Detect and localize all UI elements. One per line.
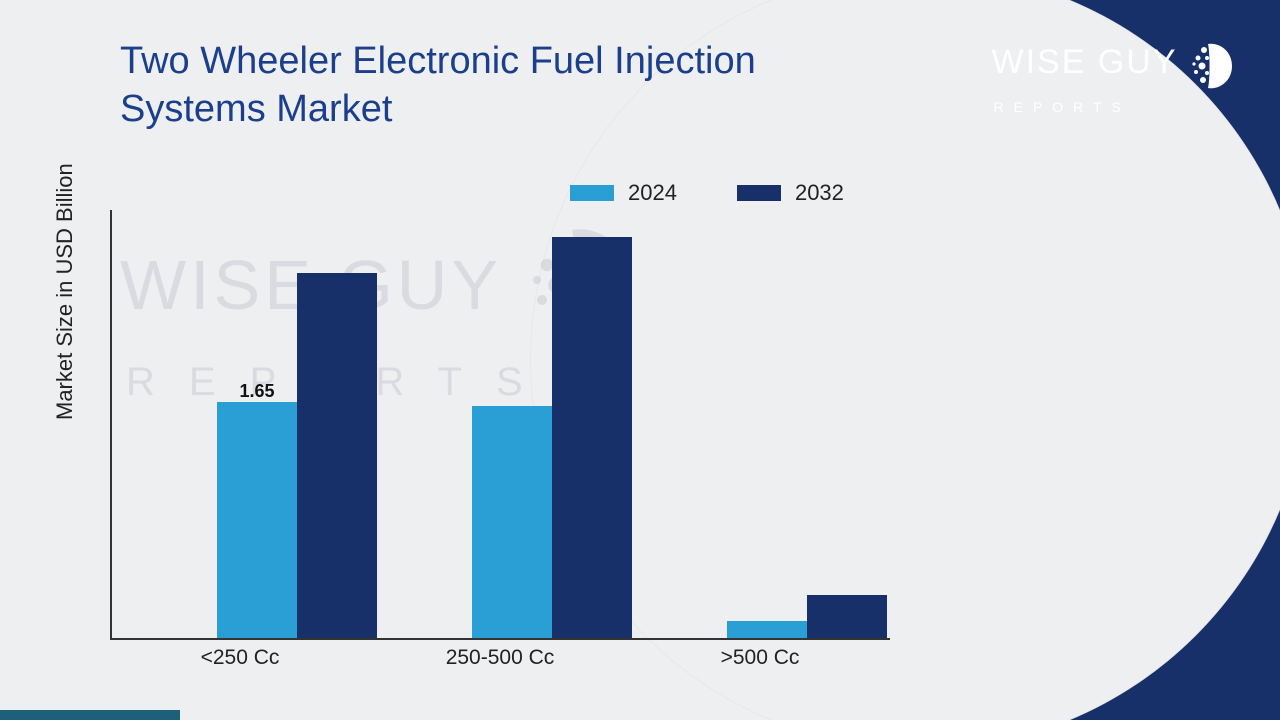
bar-2032-2: [807, 595, 887, 638]
x-label-2: >500 Cc: [630, 646, 890, 676]
logo-word-wise: WISE: [992, 43, 1087, 81]
logo-head-icon: [1188, 40, 1240, 97]
bar-value-label: 1.65: [217, 381, 297, 402]
bar-group-2: [717, 595, 897, 638]
bar-2024-1: [472, 406, 552, 638]
legend: 2024 2032: [570, 180, 844, 206]
legend-item-2024: 2024: [570, 180, 677, 206]
chart-title: Two Wheeler Electronic Fuel Injection Sy…: [120, 38, 760, 133]
y-axis-label: Market Size in USD Billion: [52, 163, 78, 420]
page-root: WISE GUY REPORTS WISE GUY: [0, 0, 1280, 720]
logo-word-guy: [1086, 43, 1097, 81]
legend-item-2032: 2032: [737, 180, 844, 206]
x-label-1: 250-500 Cc: [370, 646, 630, 676]
brand-logo: WISE GUY REPORTS: [992, 40, 1241, 115]
bar-2032-0: [297, 273, 377, 639]
logo-word-guy-text: GUY: [1098, 43, 1178, 81]
legend-swatch-2032: [737, 185, 781, 201]
bar-group-0: 1.65: [207, 273, 387, 639]
x-label-0: <250 Cc: [110, 646, 370, 676]
chart-area: 2024 2032 Market Size in USD Billion 1.6…: [100, 180, 900, 690]
logo-line1: WISE GUY: [992, 43, 1178, 82]
bottom-accent-bar: [0, 710, 180, 720]
bar-group-1: [462, 237, 642, 638]
bar-2024-0: 1.65: [217, 402, 297, 639]
legend-label-2032: 2032: [795, 180, 844, 206]
bar-2024-2: [727, 621, 807, 638]
plot-region: 1.65: [110, 210, 890, 640]
bar-2032-1: [552, 237, 632, 638]
logo-line2: REPORTS: [992, 99, 1241, 115]
legend-swatch-2024: [570, 185, 614, 201]
x-axis-labels: <250 Cc 250-500 Cc >500 Cc: [110, 646, 890, 676]
legend-label-2024: 2024: [628, 180, 677, 206]
